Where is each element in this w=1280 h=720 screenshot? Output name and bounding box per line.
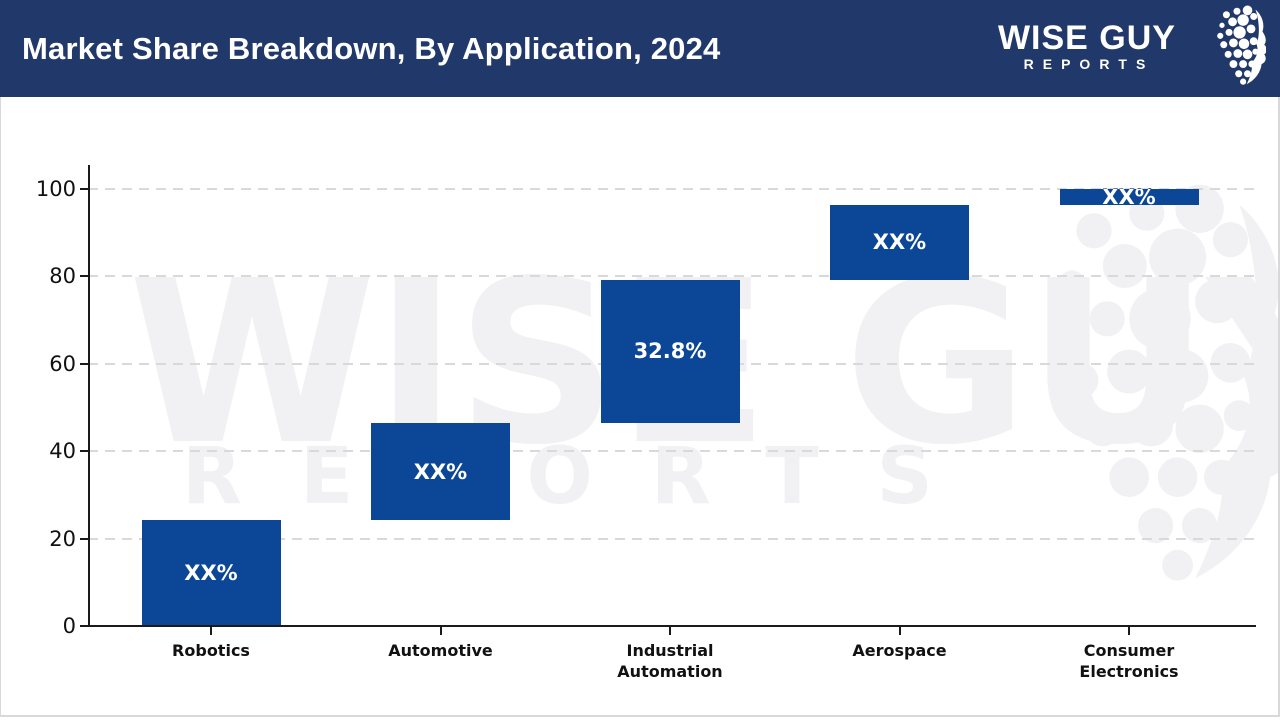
y-tick-label-20: 20 xyxy=(49,526,76,551)
y-tick-100 xyxy=(80,187,88,190)
bar-label-industrial-automation: 32.8% xyxy=(633,339,707,364)
bar-consumer-electronics: XX% xyxy=(1059,188,1199,206)
gridline-80 xyxy=(88,275,1256,277)
gridline-20 xyxy=(88,537,1256,540)
x-tick-automotive xyxy=(439,627,442,635)
logo-brand-text: WISE GUY xyxy=(997,19,1176,57)
y-tick-label-60: 60 xyxy=(49,351,76,376)
category-label-aerospace: Aerospace xyxy=(852,641,947,660)
bar-label-aerospace: XX% xyxy=(872,230,927,255)
y-tick-60 xyxy=(80,362,88,365)
category-label-consumer-electronics: Consumer Electronics xyxy=(1079,641,1179,681)
y-tick-20 xyxy=(80,537,88,540)
header-bar: Market Share Breakdown, By Application, … xyxy=(0,0,1280,97)
bar-label-automotive: XX% xyxy=(413,459,468,484)
gridline-100 xyxy=(88,187,1256,190)
watermark-sub-text: REPORTS xyxy=(182,432,991,522)
y-tick-label-40: 40 xyxy=(49,439,76,463)
category-label-automotive: Automotive xyxy=(388,641,493,660)
bar-aerospace: XX% xyxy=(830,205,969,280)
bar-label-consumer-electronics: XX% xyxy=(1102,188,1156,206)
y-tick-0 xyxy=(80,625,88,627)
brand-logo: WISE GUY REPORTS xyxy=(998,4,1266,88)
x-axis-line xyxy=(88,625,1256,627)
logo-sub-text: REPORTS xyxy=(1023,56,1155,72)
bar-label-robotics: XX% xyxy=(184,561,238,586)
y-tick-80 xyxy=(80,275,88,277)
bar-automotive: XX% xyxy=(371,423,510,521)
y-tick-label-0: 0 xyxy=(62,614,76,638)
category-label-robotics: Robotics xyxy=(172,641,250,660)
y-tick-label-80: 80 xyxy=(49,264,76,288)
bar-robotics: XX% xyxy=(141,520,281,626)
dotted-head-profile-icon xyxy=(1217,5,1266,85)
x-tick-industrial-automation xyxy=(669,627,671,635)
bar-industrial-automation: 32.8% xyxy=(600,279,740,423)
x-tick-robotics xyxy=(210,627,212,635)
y-tick-40 xyxy=(80,450,88,452)
x-tick-consumer-electronics xyxy=(1128,627,1130,635)
gridline-40 xyxy=(88,450,1256,452)
y-axis-line xyxy=(88,165,90,627)
category-label-industrial-automation: Industrial Automation xyxy=(617,641,723,681)
page-title: Market Share Breakdown, By Application, … xyxy=(22,30,721,66)
x-tick-aerospace xyxy=(898,627,901,635)
y-tick-label-100: 100 xyxy=(35,176,76,201)
brand-logo-text: WISE GUY REPORTS xyxy=(998,20,1176,72)
